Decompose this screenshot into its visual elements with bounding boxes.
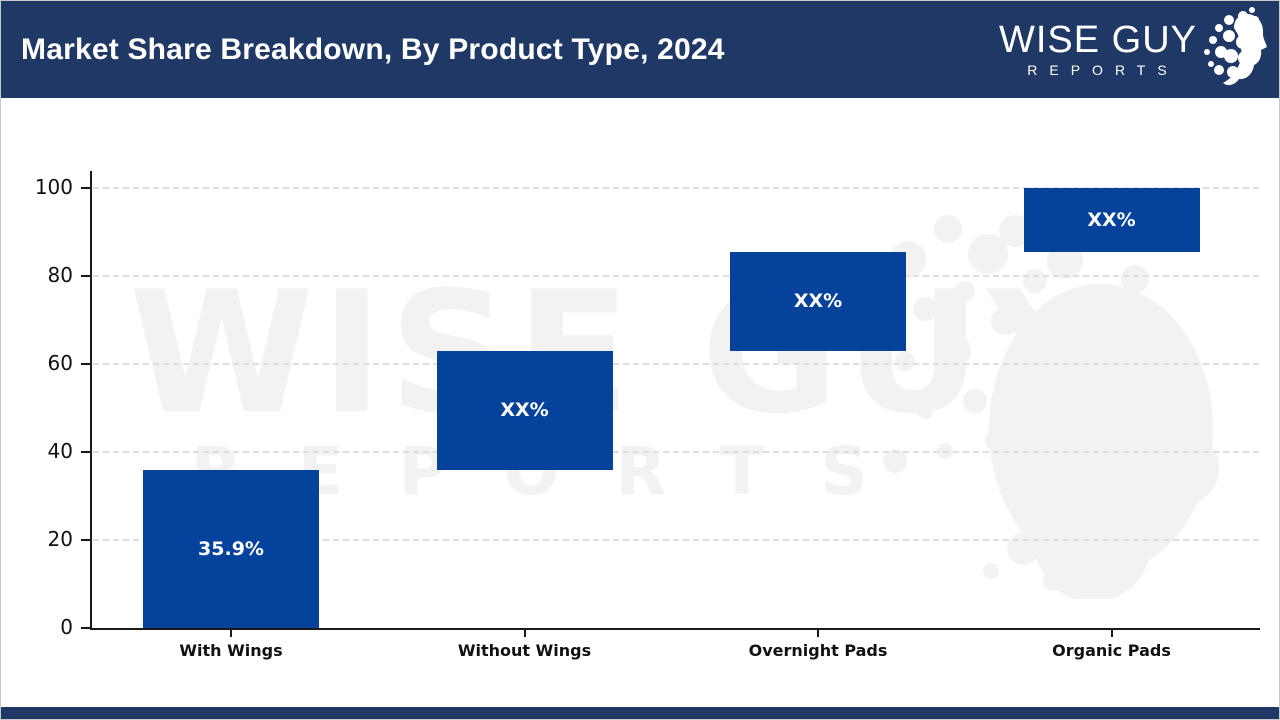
logo-text: WISE GUY REPORTS [999,21,1197,78]
x-category-label: Without Wings [457,641,592,660]
logo-subtitle: REPORTS [1027,62,1179,78]
x-tick [817,630,819,637]
chart-title: Market Share Breakdown, By Product Type,… [21,32,725,66]
logo-wordmark: WISE GUY [998,19,1197,61]
y-tick [81,539,90,541]
x-tick [230,630,232,637]
gridline [93,275,1259,277]
x-tick [1110,630,1113,637]
x-category-label: Organic Pads [1052,641,1171,660]
y-tick-label: 80 [47,263,73,287]
y-tick-label: 40 [47,439,73,463]
y-tick-label: 100 [34,175,73,199]
bar-value-label: XX% [793,290,843,313]
bar-value-label: XX% [1087,208,1136,231]
y-tick [81,275,90,277]
bar-segment [143,470,319,628]
gridline [93,363,1259,365]
gridline [93,451,1259,453]
y-tick [81,451,90,453]
bar-value-label: XX% [500,399,549,422]
wise-guy-reports-logo: WISE GUY REPORTS [999,6,1267,94]
y-axis-line [90,171,92,629]
x-axis-line [90,628,1260,630]
watermark-head-icon [863,199,1263,603]
y-tick [81,187,90,189]
y-tick-label: 20 [47,527,73,551]
y-tick-label: 60 [47,351,73,375]
header-band: Market Share Breakdown, By Product Type,… [1,1,1279,98]
footer-band [1,707,1279,719]
y-tick [81,363,90,365]
bar-segment [436,350,613,470]
bar-segment [730,251,906,351]
x-category-label: With Wings [179,641,283,660]
logo-head-icon [1199,6,1267,94]
x-category-label: Overnight Pads [748,641,888,660]
y-tick-label: 0 [60,615,73,639]
gridline [93,539,1259,541]
y-tick [81,627,90,629]
gridline [93,187,1259,189]
bar-segment [1023,188,1200,252]
x-tick [523,630,526,637]
bar-value-label: 35.9% [198,538,264,561]
